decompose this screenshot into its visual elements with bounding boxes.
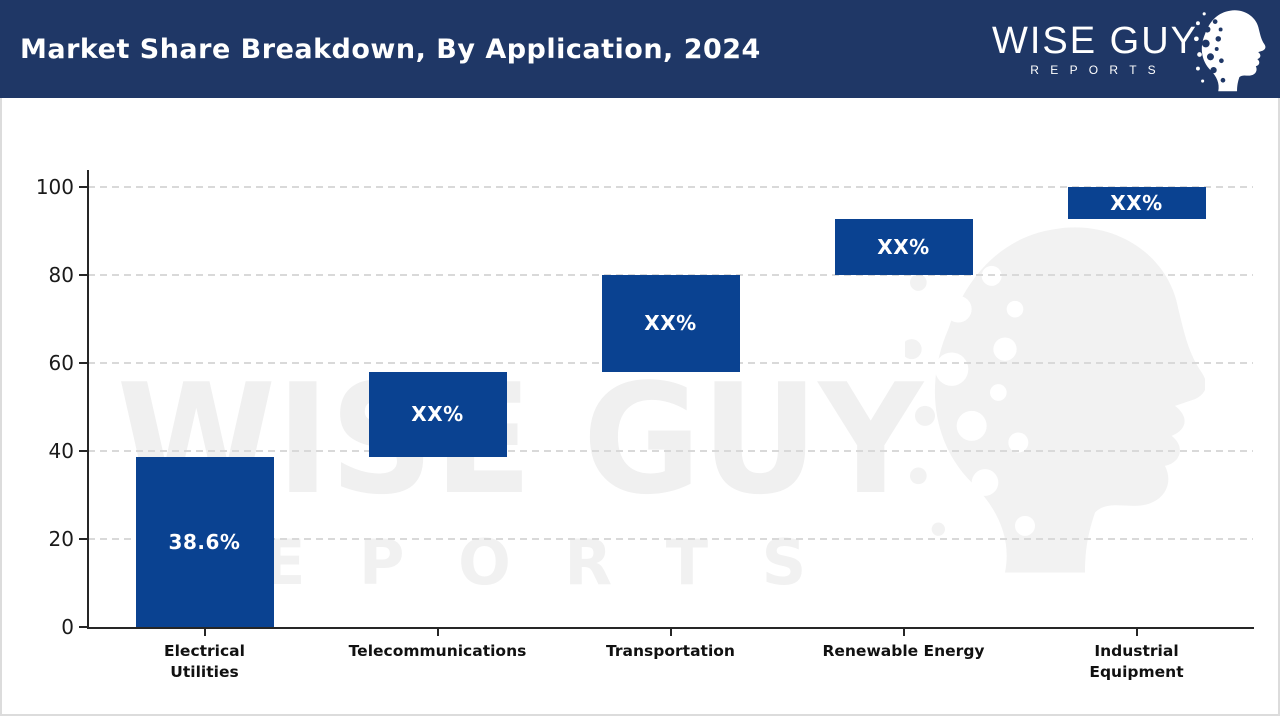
y-tick-mark <box>79 274 87 276</box>
y-tick-label: 80 <box>48 263 74 287</box>
logo-text: WISE GUY R E P O R T S <box>992 22 1198 77</box>
bar-value-label: XX% <box>411 402 464 427</box>
x-category-label: Telecommunications <box>348 642 527 660</box>
logo-brand-sub: R E P O R T S <box>1030 62 1160 77</box>
bar-segment: XX% <box>601 275 740 372</box>
x-axis-line <box>87 627 1254 629</box>
x-category-label: Transportation <box>606 642 735 660</box>
bar-segment: XX% <box>368 371 507 458</box>
y-gridline <box>88 538 1253 540</box>
x-category-label: Electrical Utilities <box>164 642 245 681</box>
y-axis-line <box>87 170 89 629</box>
y-gridline <box>88 450 1253 452</box>
y-tick-label: 0 <box>61 615 74 639</box>
x-tick-mark <box>436 629 439 636</box>
x-tick-mark <box>669 629 672 636</box>
y-tick-mark <box>79 362 87 364</box>
header: Market Share Breakdown, By Application, … <box>0 0 1280 98</box>
y-tick-label: 20 <box>48 527 74 551</box>
x-tick-mark <box>902 629 905 636</box>
bar-segment: XX% <box>834 219 973 275</box>
y-tick-mark <box>79 450 87 452</box>
y-gridline <box>88 186 1253 188</box>
y-tick-label: 60 <box>48 351 74 375</box>
y-tick-label: 100 <box>35 175 74 199</box>
x-tick-mark <box>1135 629 1138 636</box>
bar-segment: 38.6% <box>135 457 274 627</box>
bar-value-label: 38.6% <box>168 530 241 555</box>
wise-guy-logo: WISE GUY R E P O R T S <box>992 6 1266 92</box>
y-tick-label: 40 <box>48 439 74 463</box>
y-tick-mark <box>79 538 87 540</box>
y-tick-mark <box>79 626 87 628</box>
logo-head-icon <box>1194 10 1266 92</box>
x-category-label: Renewable Energy <box>822 642 985 660</box>
bar-value-label: XX% <box>1110 191 1163 216</box>
x-tick-mark <box>203 629 206 636</box>
bar-value-label: XX% <box>644 311 697 336</box>
chart-title: Market Share Breakdown, By Application, … <box>20 33 761 65</box>
x-category-label: Industrial Equipment <box>1089 642 1184 681</box>
bar-value-label: XX% <box>877 235 930 260</box>
y-tick-mark <box>79 186 87 188</box>
logo-brand-name: WISE GUY <box>991 19 1198 62</box>
bar-segment: XX% <box>1067 187 1206 220</box>
